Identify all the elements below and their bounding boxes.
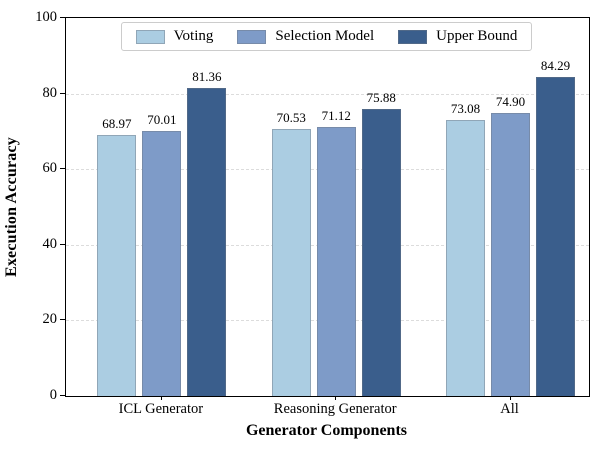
y-tick-label-100: 100	[35, 9, 57, 25]
x-tick-label-0: ICL Generator	[118, 401, 204, 417]
bar-value-label: 84.29	[540, 58, 571, 74]
bar-upper-bound	[536, 77, 576, 396]
y-tick-40	[60, 243, 65, 245]
bar-value-label: 68.97	[102, 116, 132, 132]
x-tick-label-1: Reasoning Generator	[273, 401, 397, 417]
bar-upper-bound	[361, 109, 401, 396]
bar-voting	[446, 119, 486, 396]
y-tick-label-20: 20	[42, 311, 58, 328]
x-axis-title: Generator Components	[245, 422, 408, 439]
x-tick-2	[509, 396, 511, 400]
x-tick-label-2: All	[500, 401, 519, 417]
bar-value-label: 74.90	[495, 93, 526, 109]
bar-value-label: 70.53	[276, 110, 306, 126]
x-tick-0	[160, 396, 162, 400]
y-tick-100	[60, 17, 65, 18]
bar-selection-model	[142, 131, 182, 396]
bar-value-label: 75.88	[366, 90, 396, 106]
y-tick-20	[60, 319, 65, 321]
y-tick-label-60: 60	[42, 160, 58, 177]
bar-value-label: 71.12	[321, 108, 351, 124]
y-tick-60	[60, 168, 65, 170]
x-tick-1	[335, 396, 337, 400]
bar-value-label: 73.08	[450, 100, 481, 116]
y-axis-title: Execution Accuracy	[3, 136, 20, 278]
bar-voting	[97, 135, 137, 396]
gridline-y80	[66, 93, 589, 95]
bar-upper-bound	[187, 88, 227, 396]
y-tick-80	[60, 92, 65, 94]
y-tick-label-40: 40	[42, 235, 58, 252]
bar-voting	[271, 129, 311, 396]
bar-selection-model	[316, 127, 356, 396]
y-tick-label-0: 0	[49, 387, 57, 403]
bar-value-label: 81.36	[192, 69, 222, 85]
y-tick-0	[60, 395, 65, 396]
bar-selection-model	[491, 112, 531, 396]
plot-area: 68.97 70.01 81.36 70.53 71.12 75.88 73.08 74.90…	[65, 17, 590, 397]
y-tick-label-80: 80	[42, 84, 58, 101]
bar-value-label: 70.01	[147, 112, 177, 128]
